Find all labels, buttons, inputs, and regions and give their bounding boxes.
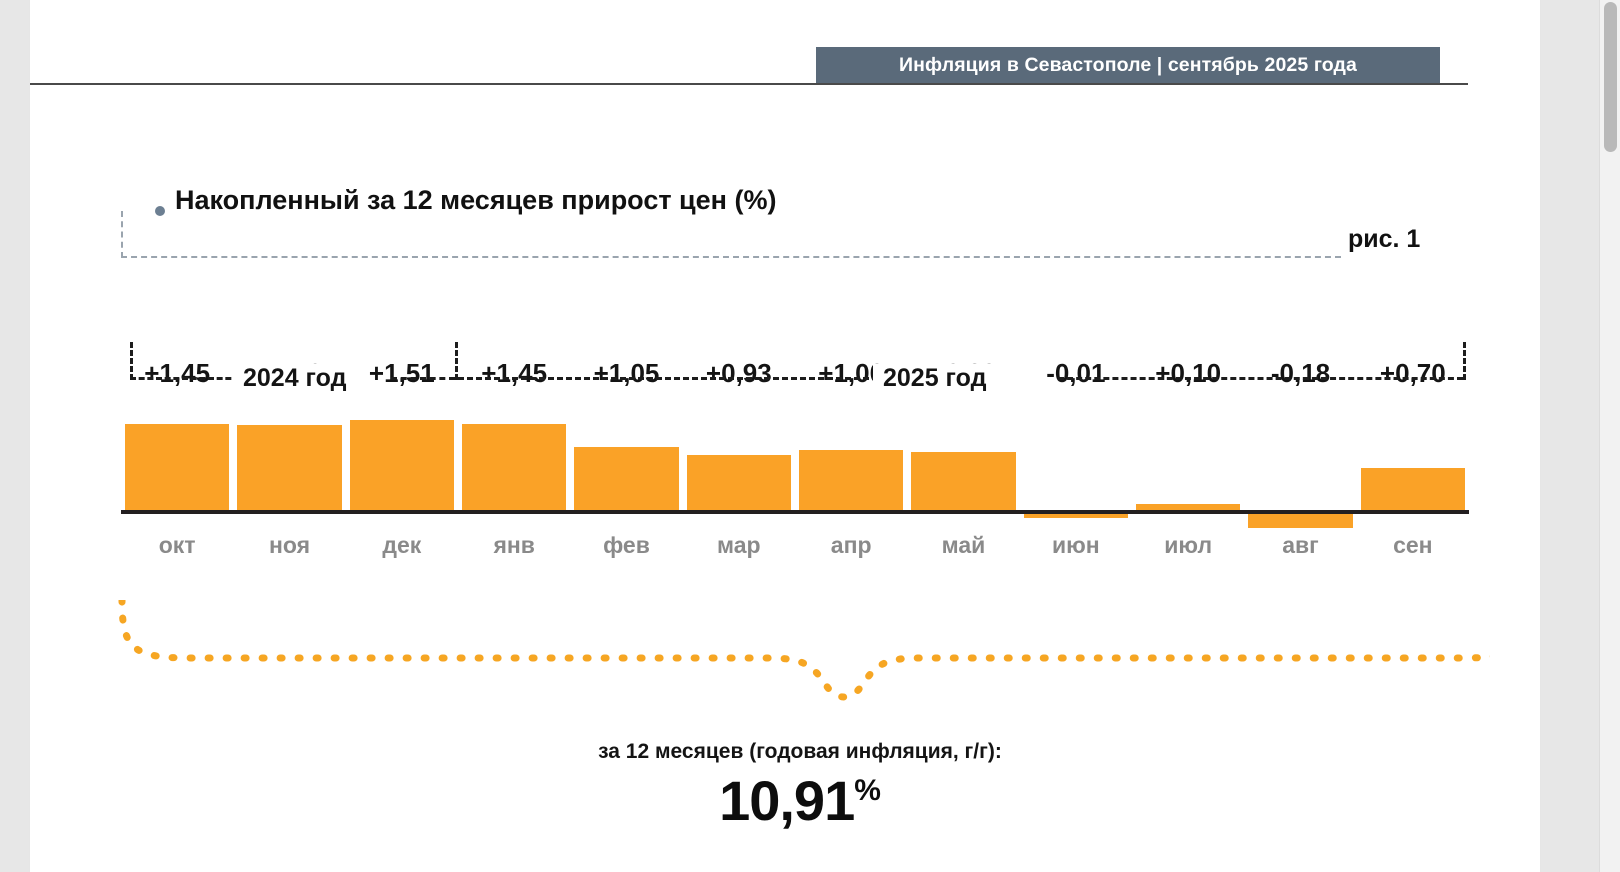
bar-month-label: дек bbox=[382, 532, 422, 558]
bar-month-label: май bbox=[941, 532, 986, 558]
heading-callout-bracket bbox=[121, 211, 1341, 258]
vertical-scrollbar-thumb[interactable] bbox=[1604, 2, 1617, 152]
bar-column: +0,10 июл bbox=[1132, 340, 1244, 590]
vertical-scrollbar-track[interactable] bbox=[1599, 0, 1620, 872]
bar-month-label: июн bbox=[1051, 532, 1100, 558]
bar-rect bbox=[237, 424, 342, 510]
annual-inflation-value: 10,91 bbox=[719, 769, 855, 832]
year-label-2025: 2025 год bbox=[873, 364, 997, 393]
year-label-2024: 2024 год bbox=[233, 364, 357, 393]
bar-value-label: +0,93 bbox=[705, 358, 772, 388]
chart-baseline bbox=[121, 510, 1469, 514]
bar-rect bbox=[125, 423, 230, 510]
bar-column: +1,51 дек bbox=[346, 340, 458, 590]
bar-month-label: фев bbox=[603, 532, 650, 558]
bar-column: -0,18 авг bbox=[1244, 340, 1356, 590]
bar-rect bbox=[1023, 514, 1128, 518]
summary-caption: за 12 месяцев (годовая инфляция, г/г): bbox=[598, 740, 1002, 763]
bar-month-label: сен bbox=[1393, 532, 1433, 558]
bar-value-label: +1,45 bbox=[144, 358, 211, 388]
bar-rect bbox=[1248, 514, 1353, 528]
bar-rect bbox=[686, 454, 791, 510]
bar-chart: +1,45окт+1,43ноя+1,51дек+1,45янв+1,05фев… bbox=[121, 340, 1469, 590]
bar-rect bbox=[574, 447, 679, 510]
title-banner: Инфляция в Севастополе | сентябрь 2025 г… bbox=[816, 47, 1440, 83]
bar-column: +0,70 сен bbox=[1357, 340, 1469, 590]
figure-label: рис. 1 bbox=[1348, 225, 1421, 253]
bar-rect bbox=[1136, 504, 1241, 510]
bar-value-label: +1,51 bbox=[368, 358, 435, 388]
bar-column: +0,93 мар bbox=[683, 340, 795, 590]
bar-value-label: -0,18 bbox=[1270, 358, 1331, 388]
title-banner-text: Инфляция в Севастополе | сентябрь 2025 г… bbox=[899, 53, 1357, 76]
summary-value-group: 10,91% bbox=[30, 768, 1570, 833]
bar-month-label: апр bbox=[830, 532, 872, 558]
bar-month-label: мар bbox=[717, 532, 761, 558]
bar-month-label: июл bbox=[1164, 532, 1213, 558]
bar-rect bbox=[462, 423, 567, 510]
year-bracket-2025: 2025 год bbox=[458, 340, 1469, 393]
bar-column: -0,01 июн bbox=[1020, 340, 1132, 590]
bar-month-label: ноя bbox=[268, 532, 311, 558]
bar-column: +1,45 янв bbox=[458, 340, 570, 590]
year-bracket-2024: 2024 год bbox=[121, 340, 458, 393]
bar-column: +1,45 окт bbox=[121, 340, 233, 590]
bar-value-label: +0,70 bbox=[1379, 358, 1446, 388]
bar-month-label: окт bbox=[158, 532, 196, 558]
bar-value-label: +0,10 bbox=[1155, 358, 1222, 388]
bar-value-label: +1,45 bbox=[481, 358, 548, 388]
bar-rect bbox=[1360, 468, 1465, 510]
bar-rect bbox=[911, 451, 1016, 510]
bar-month-label: янв bbox=[493, 532, 535, 558]
bar-month-label: авг bbox=[1282, 532, 1319, 558]
heading-callout-dot bbox=[155, 206, 165, 216]
header-divider-rule bbox=[30, 83, 1468, 85]
annual-inflation-unit: % bbox=[854, 774, 881, 807]
bar-column: +1,05 фев bbox=[570, 340, 682, 590]
bar-rect bbox=[799, 450, 904, 510]
chart-heading: Накопленный за 12 месяцев прирост цен (%… bbox=[175, 185, 777, 215]
document-sheet: Инфляция в Севастополе | сентябрь 2025 г… bbox=[30, 0, 1540, 872]
bar-rect bbox=[349, 420, 454, 510]
summary-brace-icon bbox=[118, 600, 1490, 701]
bar-value-label: -0,01 bbox=[1046, 358, 1106, 388]
document-right-gutter bbox=[1540, 0, 1600, 872]
document-left-gutter bbox=[0, 0, 30, 872]
bar-value-label: +1,05 bbox=[593, 358, 660, 388]
